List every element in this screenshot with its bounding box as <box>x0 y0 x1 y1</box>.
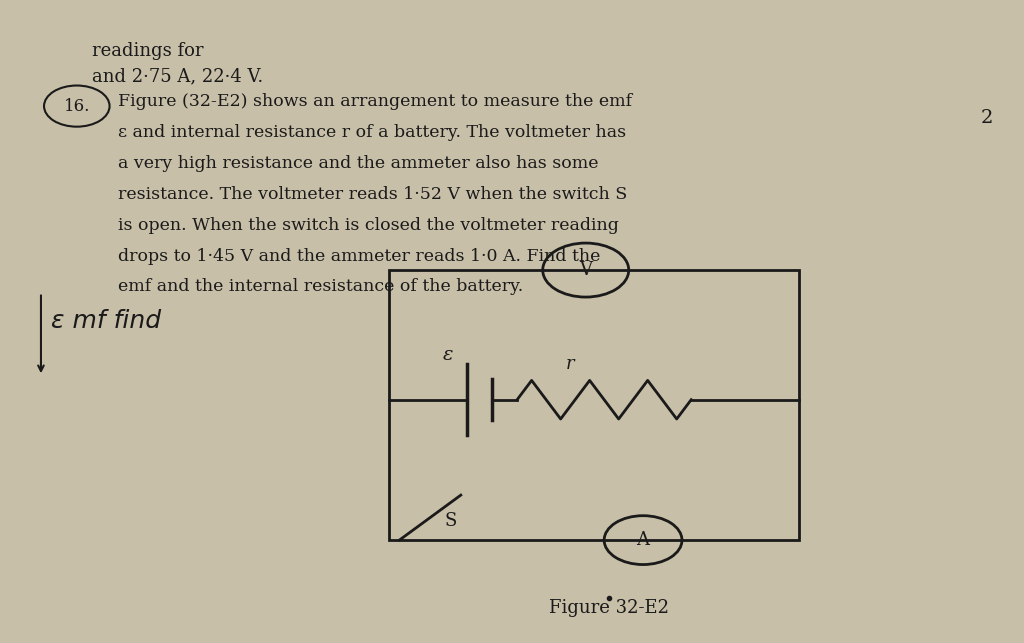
Text: V: V <box>580 261 592 279</box>
Text: Figure (32-E2) shows an arrangement to measure the emf: Figure (32-E2) shows an arrangement to m… <box>118 93 632 110</box>
Text: resistance. The voltmeter reads 1·52 V when the switch S: resistance. The voltmeter reads 1·52 V w… <box>118 186 627 203</box>
Text: 2: 2 <box>981 109 993 127</box>
Text: a very high resistance and the ammeter also has some: a very high resistance and the ammeter a… <box>118 155 598 172</box>
Text: Figure 32-E2: Figure 32-E2 <box>549 599 670 617</box>
Text: drops to 1·45 V and the ammeter reads 1·0 A. Find the: drops to 1·45 V and the ammeter reads 1·… <box>118 248 600 264</box>
Text: r: r <box>565 356 574 374</box>
Text: readings for: readings for <box>92 42 204 60</box>
Text: emf and the internal resistance of the battery.: emf and the internal resistance of the b… <box>118 278 523 295</box>
Text: and 2·75 A, 22·4 V.: and 2·75 A, 22·4 V. <box>92 68 263 86</box>
Text: ε: ε <box>443 346 454 364</box>
Text: 16.: 16. <box>63 98 90 114</box>
Text: A: A <box>637 531 649 549</box>
Text: is open. When the switch is closed the voltmeter reading: is open. When the switch is closed the v… <box>118 217 618 233</box>
Text: ε mf find: ε mf find <box>51 309 162 334</box>
Text: ε and internal resistance r of a battery. The voltmeter has: ε and internal resistance r of a battery… <box>118 124 626 141</box>
Bar <box>389 270 799 540</box>
Text: S: S <box>444 512 457 530</box>
